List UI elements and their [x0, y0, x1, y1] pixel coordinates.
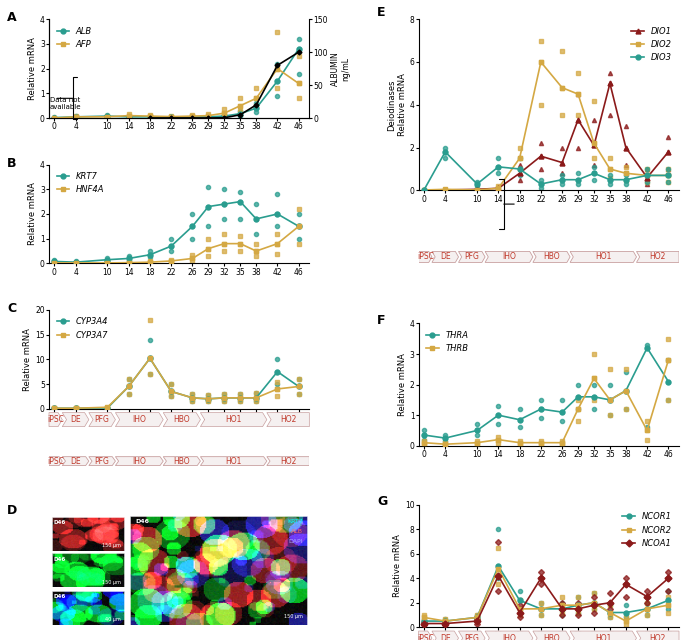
Text: DE: DE: [440, 634, 451, 640]
Text: HO2: HO2: [280, 456, 296, 466]
Text: IHO: IHO: [132, 415, 146, 424]
Text: HBO: HBO: [543, 634, 560, 640]
Polygon shape: [116, 457, 163, 465]
Text: DE: DE: [70, 456, 81, 466]
Text: D: D: [7, 504, 18, 517]
Polygon shape: [62, 457, 89, 465]
Text: C: C: [7, 302, 17, 315]
Legend: ALB, AFP: ALB, AFP: [53, 24, 95, 52]
Text: DE: DE: [70, 415, 81, 424]
Text: HO1: HO1: [595, 634, 612, 640]
Polygon shape: [267, 457, 309, 465]
Text: HBO: HBO: [174, 456, 190, 466]
Text: B: B: [7, 157, 17, 170]
Text: IHO: IHO: [502, 634, 516, 640]
Y-axis label: Relative mRNA: Relative mRNA: [393, 534, 402, 598]
Y-axis label: Relative mRNA: Relative mRNA: [28, 37, 37, 100]
Legend: KRT7, HNF4A: KRT7, HNF4A: [53, 169, 108, 198]
Polygon shape: [570, 252, 636, 262]
Y-axis label: Relative mRNA: Relative mRNA: [28, 182, 37, 245]
Text: HBO: HBO: [174, 415, 190, 424]
Text: Data not
available: Data not available: [49, 97, 80, 110]
Legend: DIO1, DIO2, DIO3: DIO1, DIO2, DIO3: [628, 24, 675, 65]
Legend: THRA, THRB: THRA, THRB: [423, 328, 472, 356]
Polygon shape: [636, 252, 679, 262]
Polygon shape: [200, 457, 267, 465]
Text: PFG: PFG: [94, 456, 110, 466]
Polygon shape: [89, 457, 116, 465]
Polygon shape: [432, 252, 458, 262]
Polygon shape: [163, 457, 200, 465]
Text: iPSC: iPSC: [47, 415, 64, 424]
Polygon shape: [533, 252, 570, 262]
Text: G: G: [377, 495, 387, 508]
Text: PFG: PFG: [464, 252, 480, 261]
Text: A: A: [7, 12, 17, 24]
Text: F: F: [377, 314, 386, 326]
Text: HBO: HBO: [543, 252, 560, 261]
Text: E: E: [377, 6, 386, 19]
Text: HO1: HO1: [595, 252, 612, 261]
Text: iPSC: iPSC: [417, 252, 434, 261]
Polygon shape: [485, 252, 533, 262]
Y-axis label: Deiodinases
Relative mRNA: Deiodinases Relative mRNA: [387, 74, 407, 136]
Text: HO1: HO1: [225, 456, 241, 466]
Polygon shape: [49, 457, 62, 465]
Text: DE: DE: [440, 252, 451, 261]
Y-axis label: Relative mRNA: Relative mRNA: [23, 328, 32, 391]
Text: IHO: IHO: [502, 252, 516, 261]
Text: HO2: HO2: [650, 634, 666, 640]
Text: HO2: HO2: [650, 252, 666, 261]
Text: IHO: IHO: [132, 456, 146, 466]
Text: PFG: PFG: [94, 415, 110, 424]
Text: HO2: HO2: [280, 415, 296, 424]
Polygon shape: [419, 252, 432, 262]
Text: iPSC: iPSC: [47, 456, 64, 466]
Legend: CYP3A4, CYP3A7: CYP3A4, CYP3A7: [53, 314, 111, 343]
Text: PFG: PFG: [464, 634, 480, 640]
Text: iPSC: iPSC: [417, 634, 434, 640]
Y-axis label: Relative mRNA: Relative mRNA: [398, 353, 407, 416]
Text: HO1: HO1: [225, 415, 241, 424]
Y-axis label: ALBUMIN
ng/mL: ALBUMIN ng/mL: [331, 51, 350, 86]
Legend: NCOR1, NCOR2, NCOA1: NCOR1, NCOR2, NCOA1: [619, 509, 675, 551]
Polygon shape: [458, 252, 485, 262]
